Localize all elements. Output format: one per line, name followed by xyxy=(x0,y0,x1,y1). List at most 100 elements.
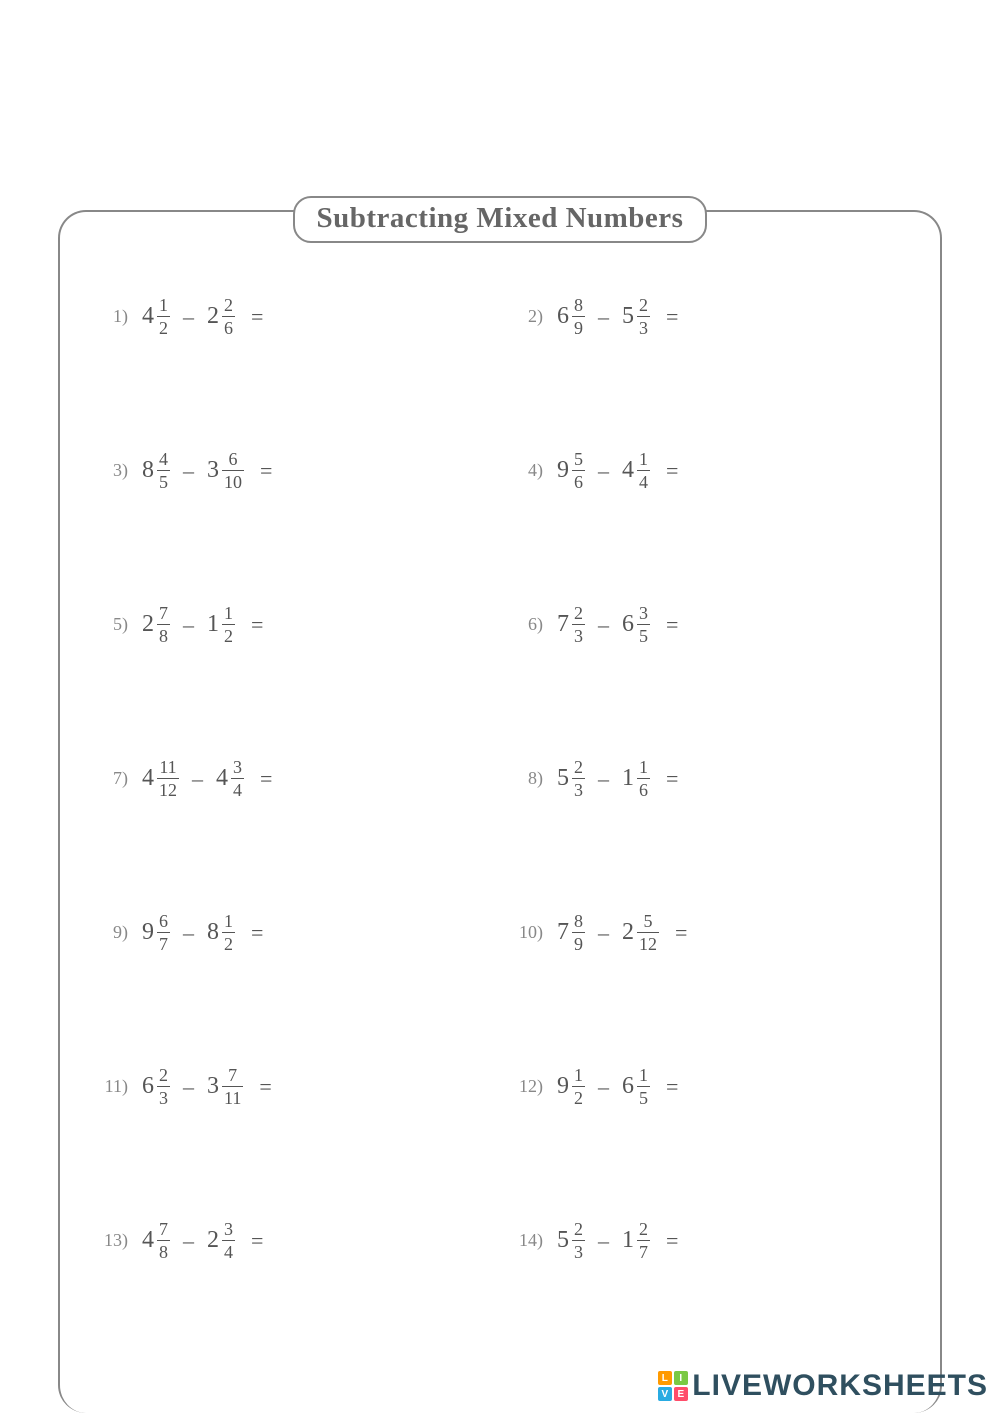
denominator: 2 xyxy=(157,316,170,337)
numerator: 8 xyxy=(572,912,585,932)
equals-sign: = xyxy=(666,612,678,638)
whole-part: 2 xyxy=(207,303,219,330)
denominator: 3 xyxy=(572,624,585,645)
denominator: 6 xyxy=(572,470,585,491)
problem-number: 7) xyxy=(100,768,142,789)
problem: 13)478–234= xyxy=(100,1220,485,1261)
problem-number: 11) xyxy=(100,1076,142,1097)
numerator: 5 xyxy=(642,912,655,932)
denominator: 9 xyxy=(572,316,585,337)
numerator: 1 xyxy=(222,604,235,624)
problem-number: 4) xyxy=(515,460,557,481)
mixed-number-b: 112 xyxy=(207,604,235,645)
minus-operator: – xyxy=(598,766,609,792)
mixed-number-b: 812 xyxy=(207,912,235,953)
numerator: 1 xyxy=(222,912,235,932)
whole-part: 6 xyxy=(142,1073,154,1100)
mixed-number-a: 845 xyxy=(142,450,170,491)
mixed-number-a: 41112 xyxy=(142,758,179,799)
equals-sign: = xyxy=(666,1074,678,1100)
problem-number: 2) xyxy=(515,306,557,327)
fraction-part: 27 xyxy=(637,1220,650,1261)
equals-sign: = xyxy=(259,1074,271,1100)
problem-number: 3) xyxy=(100,460,142,481)
problem-number: 6) xyxy=(515,614,557,635)
equals-sign: = xyxy=(251,612,263,638)
whole-part: 5 xyxy=(557,765,569,792)
problem-number: 10) xyxy=(515,922,557,943)
whole-part: 4 xyxy=(142,1227,154,1254)
minus-operator: – xyxy=(598,458,609,484)
denominator: 6 xyxy=(222,316,235,337)
numerator: 11 xyxy=(157,758,178,778)
problem-row: 11)623–3711=12)912–615= xyxy=(100,1066,900,1107)
fraction-part: 12 xyxy=(157,296,170,337)
whole-part: 4 xyxy=(216,765,228,792)
problem: 10)789–2512= xyxy=(485,912,900,953)
denominator: 4 xyxy=(231,778,244,799)
numerator: 3 xyxy=(222,1220,235,1240)
denominator: 6 xyxy=(637,778,650,799)
fraction-part: 23 xyxy=(572,604,585,645)
mixed-number-b: 234 xyxy=(207,1220,235,1261)
numerator: 2 xyxy=(157,1066,170,1086)
fraction-part: 23 xyxy=(572,758,585,799)
denominator: 9 xyxy=(572,932,585,953)
problem: 12)912–615= xyxy=(485,1066,900,1107)
mixed-number-b: 3711 xyxy=(207,1066,243,1107)
mixed-number-a: 967 xyxy=(142,912,170,953)
fraction-part: 34 xyxy=(222,1220,235,1261)
mixed-number-b: 3610 xyxy=(207,450,244,491)
problem: 4)956–414= xyxy=(485,450,900,491)
minus-operator: – xyxy=(598,920,609,946)
whole-part: 5 xyxy=(557,1227,569,1254)
denominator: 7 xyxy=(637,1240,650,1261)
mixed-number-b: 226 xyxy=(207,296,235,337)
numerator: 2 xyxy=(637,296,650,316)
mixed-number-b: 116 xyxy=(622,758,650,799)
numerator: 7 xyxy=(157,1220,170,1240)
mixed-number-a: 723 xyxy=(557,604,585,645)
mixed-number-b: 523 xyxy=(622,296,650,337)
whole-part: 3 xyxy=(207,457,219,484)
denominator: 12 xyxy=(157,778,179,799)
whole-part: 5 xyxy=(622,303,634,330)
fraction-part: 56 xyxy=(572,450,585,491)
mixed-number-a: 689 xyxy=(557,296,585,337)
equals-sign: = xyxy=(251,920,263,946)
fraction-part: 711 xyxy=(222,1066,243,1107)
fraction-part: 23 xyxy=(157,1066,170,1107)
problem-row: 9)967–812=10)789–2512= xyxy=(100,912,900,953)
equals-sign: = xyxy=(666,304,678,330)
equals-sign: = xyxy=(666,1228,678,1254)
numerator: 6 xyxy=(227,450,240,470)
problem: 11)623–3711= xyxy=(100,1066,485,1107)
equals-sign: = xyxy=(251,304,263,330)
problem-row: 1)412–226=2)689–523= xyxy=(100,296,900,337)
minus-operator: – xyxy=(598,304,609,330)
minus-operator: – xyxy=(183,458,194,484)
minus-operator: – xyxy=(598,612,609,638)
denominator: 3 xyxy=(572,1240,585,1261)
denominator: 2 xyxy=(572,1086,585,1107)
minus-operator: – xyxy=(598,1074,609,1100)
problem: 6)723–635= xyxy=(485,604,900,645)
denominator: 3 xyxy=(637,316,650,337)
mixed-number-a: 278 xyxy=(142,604,170,645)
problem-number: 8) xyxy=(515,768,557,789)
equals-sign: = xyxy=(251,1228,263,1254)
fraction-part: 89 xyxy=(572,296,585,337)
whole-part: 8 xyxy=(207,919,219,946)
numerator: 2 xyxy=(572,604,585,624)
fraction-part: 1112 xyxy=(157,758,179,799)
minus-operator: – xyxy=(183,1228,194,1254)
problem: 2)689–523 = xyxy=(485,296,900,337)
denominator: 4 xyxy=(222,1240,235,1261)
fraction-part: 15 xyxy=(637,1066,650,1107)
whole-part: 9 xyxy=(557,1073,569,1100)
whole-part: 1 xyxy=(622,1227,634,1254)
fraction-part: 12 xyxy=(222,604,235,645)
equals-sign: = xyxy=(675,920,687,946)
whole-part: 3 xyxy=(207,1073,219,1100)
badge-cell: I xyxy=(674,1371,688,1385)
